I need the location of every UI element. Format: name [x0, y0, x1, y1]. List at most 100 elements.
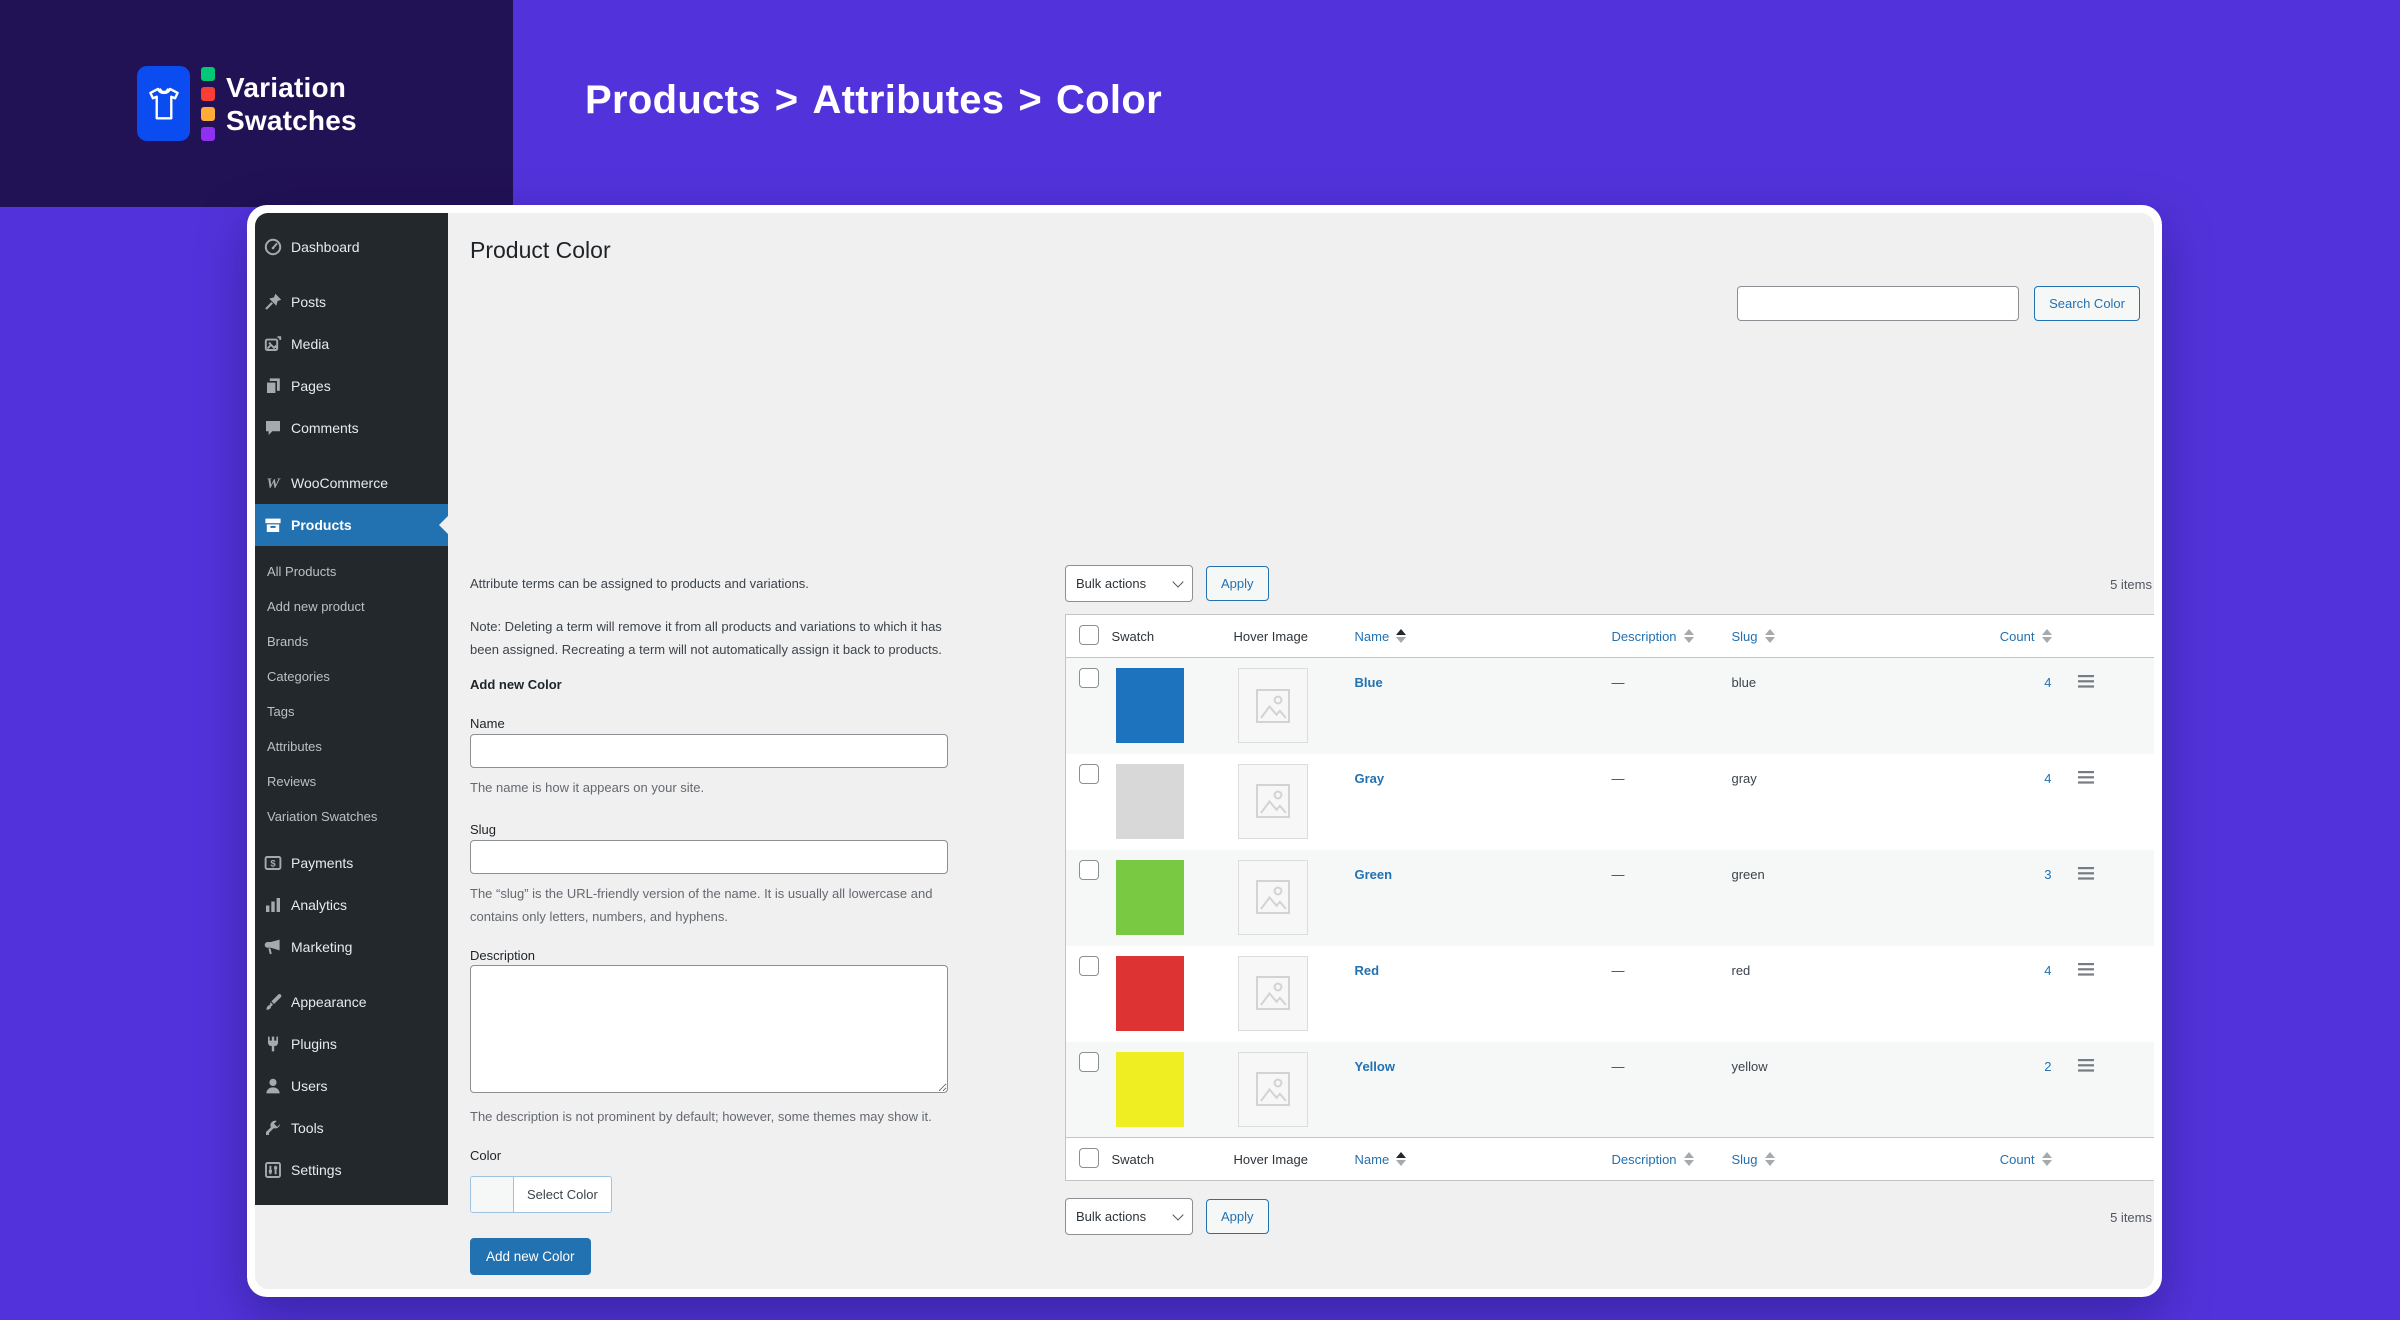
term-count-link[interactable]: 4 — [2044, 962, 2052, 978]
hover-image-placeholder-icon — [1237, 955, 1308, 1031]
sidebar-item-media[interactable]: Media — [255, 323, 448, 365]
term-count-link[interactable]: 4 — [2044, 770, 2052, 786]
breadcrumb-item: Attributes — [812, 78, 1005, 122]
add-new-color-button[interactable]: Add new Color — [470, 1238, 591, 1275]
term-description: — — [1611, 770, 1625, 786]
term-slug: yellow — [1731, 1058, 1768, 1074]
color-swatch — [1115, 955, 1184, 1031]
select-all-checkbox[interactable] — [1079, 1147, 1099, 1168]
terms-table: Swatch Hover Image Name Description Slug… — [1065, 614, 2154, 1181]
payments-icon: $ — [263, 853, 283, 873]
column-footer-count[interactable]: Count — [2000, 1152, 2052, 1167]
sidebar-item-label: Pages — [291, 378, 331, 394]
slug-field[interactable] — [470, 840, 948, 874]
term-count-link[interactable]: 2 — [2044, 1058, 2052, 1074]
products-submenu: All Products Add new product Brands Categor… — [255, 546, 448, 842]
breadcrumb: Products > Attributes > Color — [585, 78, 1162, 123]
row-checkbox[interactable] — [1079, 859, 1099, 880]
sidebar-item-woocommerce[interactable]: W WooCommerce — [255, 462, 448, 504]
column-header-name[interactable]: Name — [1355, 629, 1407, 644]
page-title: Product Color — [470, 237, 611, 263]
term-name-link[interactable]: Red — [1354, 962, 1380, 978]
submenu-item-attributes[interactable]: Attributes — [267, 739, 322, 754]
sidebar-item-comments[interactable]: Comments — [255, 407, 448, 449]
apply-button[interactable]: Apply — [1206, 566, 1269, 601]
slug-help: The “slug” is the URL-friendly version o… — [470, 886, 933, 924]
term-description: — — [1611, 962, 1625, 978]
row-checkbox[interactable] — [1079, 955, 1099, 976]
column-header-count[interactable]: Count — [2000, 629, 2052, 644]
apply-button[interactable]: Apply — [1206, 1199, 1269, 1234]
bulk-actions-select[interactable]: Bulk actions — [1065, 565, 1193, 602]
submenu-item-brands[interactable]: Brands — [267, 634, 309, 649]
column-footer-description[interactable]: Description — [1612, 1152, 1694, 1167]
hover-image-placeholder-icon — [1237, 1051, 1308, 1127]
sidebar-item-settings[interactable]: Settings — [255, 1149, 448, 1191]
row-menu-icon[interactable] — [2077, 866, 2094, 883]
comments-icon — [263, 418, 283, 438]
bulk-actions-select-wrap: Bulk actions — [1065, 1198, 1193, 1235]
column-footer-slug[interactable]: Slug — [1732, 1152, 1775, 1167]
sidebar-item-payments[interactable]: $ Payments — [255, 842, 448, 884]
sort-arrows-icon — [2041, 1152, 2052, 1166]
hover-image-placeholder-icon — [1237, 668, 1308, 743]
submenu-item-variation-swatches[interactable]: Variation Swatches — [267, 809, 378, 824]
row-menu-icon[interactable] — [2077, 962, 2094, 979]
row-checkbox[interactable] — [1079, 668, 1099, 688]
submenu-item-reviews[interactable]: Reviews — [267, 774, 317, 789]
term-count-link[interactable]: 4 — [2044, 675, 2052, 690]
term-name-link[interactable]: Gray — [1354, 770, 1385, 786]
sidebar-item-dashboard[interactable]: Dashboard — [255, 226, 448, 268]
column-footer-name[interactable]: Name — [1355, 1152, 1407, 1167]
bulk-actions-select-wrap: Bulk actions — [1065, 565, 1193, 602]
brand-palette-square — [201, 106, 215, 121]
sidebar-item-products[interactable]: Products — [255, 504, 448, 546]
column-header-slug[interactable]: Slug — [1732, 629, 1775, 644]
row-menu-icon[interactable] — [2077, 675, 2094, 691]
column-header-description[interactable]: Description — [1612, 629, 1694, 644]
column-footer-swatch: Swatch — [1111, 1137, 1234, 1181]
name-help: The name is how it appears on your site. — [470, 780, 705, 795]
hover-image-placeholder-icon — [1237, 859, 1308, 935]
table-row-blue: Blue — blue 4 — [1065, 657, 2154, 754]
row-menu-icon[interactable] — [2077, 1058, 2094, 1075]
row-checkbox[interactable] — [1079, 763, 1099, 784]
admin-sidebar: Dashboard Posts Media Pages Comments W WooComm… — [255, 213, 448, 1205]
submenu-item-add-new-product[interactable]: Add new product — [267, 599, 365, 614]
sidebar-item-posts[interactable]: Posts — [255, 281, 448, 323]
select-all-checkbox[interactable] — [1079, 624, 1099, 645]
admin-screenshot-card: Dashboard Posts Media Pages Comments W WooComm… — [247, 205, 2162, 1297]
select-color-button[interactable]: Select Color — [470, 1176, 612, 1213]
table-row-yellow: Yellow — yellow 2 — [1065, 1041, 2154, 1138]
submenu-item-categories[interactable]: Categories — [267, 669, 330, 684]
search-input[interactable] — [1737, 286, 2020, 321]
sidebar-item-plugins[interactable]: Plugins — [255, 1023, 448, 1065]
description-field[interactable] — [470, 965, 948, 1093]
sidebar-item-pages[interactable]: Pages — [255, 365, 448, 407]
term-name-link[interactable]: Yellow — [1354, 1058, 1395, 1074]
search-row: Search Color — [1737, 286, 2140, 321]
row-checkbox[interactable] — [1079, 1051, 1099, 1072]
sidebar-item-users[interactable]: Users — [255, 1065, 448, 1107]
term-name-link[interactable]: Blue — [1354, 675, 1383, 690]
sidebar-item-label: Posts — [291, 294, 327, 310]
row-menu-icon[interactable] — [2077, 770, 2094, 787]
term-count-link[interactable]: 3 — [2044, 866, 2052, 882]
sidebar-item-marketing[interactable]: Marketing — [255, 926, 448, 968]
bulk-actions-select[interactable]: Bulk actions — [1065, 1198, 1193, 1235]
term-name-link[interactable]: Green — [1354, 866, 1393, 882]
submenu-item-tags[interactable]: Tags — [267, 704, 295, 719]
breadcrumb-item: Products — [585, 78, 761, 122]
bulk-actions-bar-top: Bulk actions Apply 5 items — [1065, 565, 2154, 602]
sidebar-item-tools[interactable]: Tools — [255, 1107, 448, 1149]
search-color-button[interactable]: Search Color — [2034, 286, 2140, 321]
sidebar-item-analytics[interactable]: Analytics — [255, 884, 448, 926]
tools-icon — [263, 1118, 283, 1138]
color-swatch — [1115, 859, 1184, 935]
marketing-icon — [263, 937, 283, 957]
table-footer-row: Swatch Hover Image Name Description Slug… — [1065, 1137, 2154, 1181]
sidebar-item-appearance[interactable]: Appearance — [255, 981, 448, 1023]
name-field[interactable] — [470, 734, 948, 768]
submenu-item-all-products[interactable]: All Products — [267, 564, 337, 579]
add-term-form: Attribute terms can be assigned to produ… — [470, 566, 948, 1275]
